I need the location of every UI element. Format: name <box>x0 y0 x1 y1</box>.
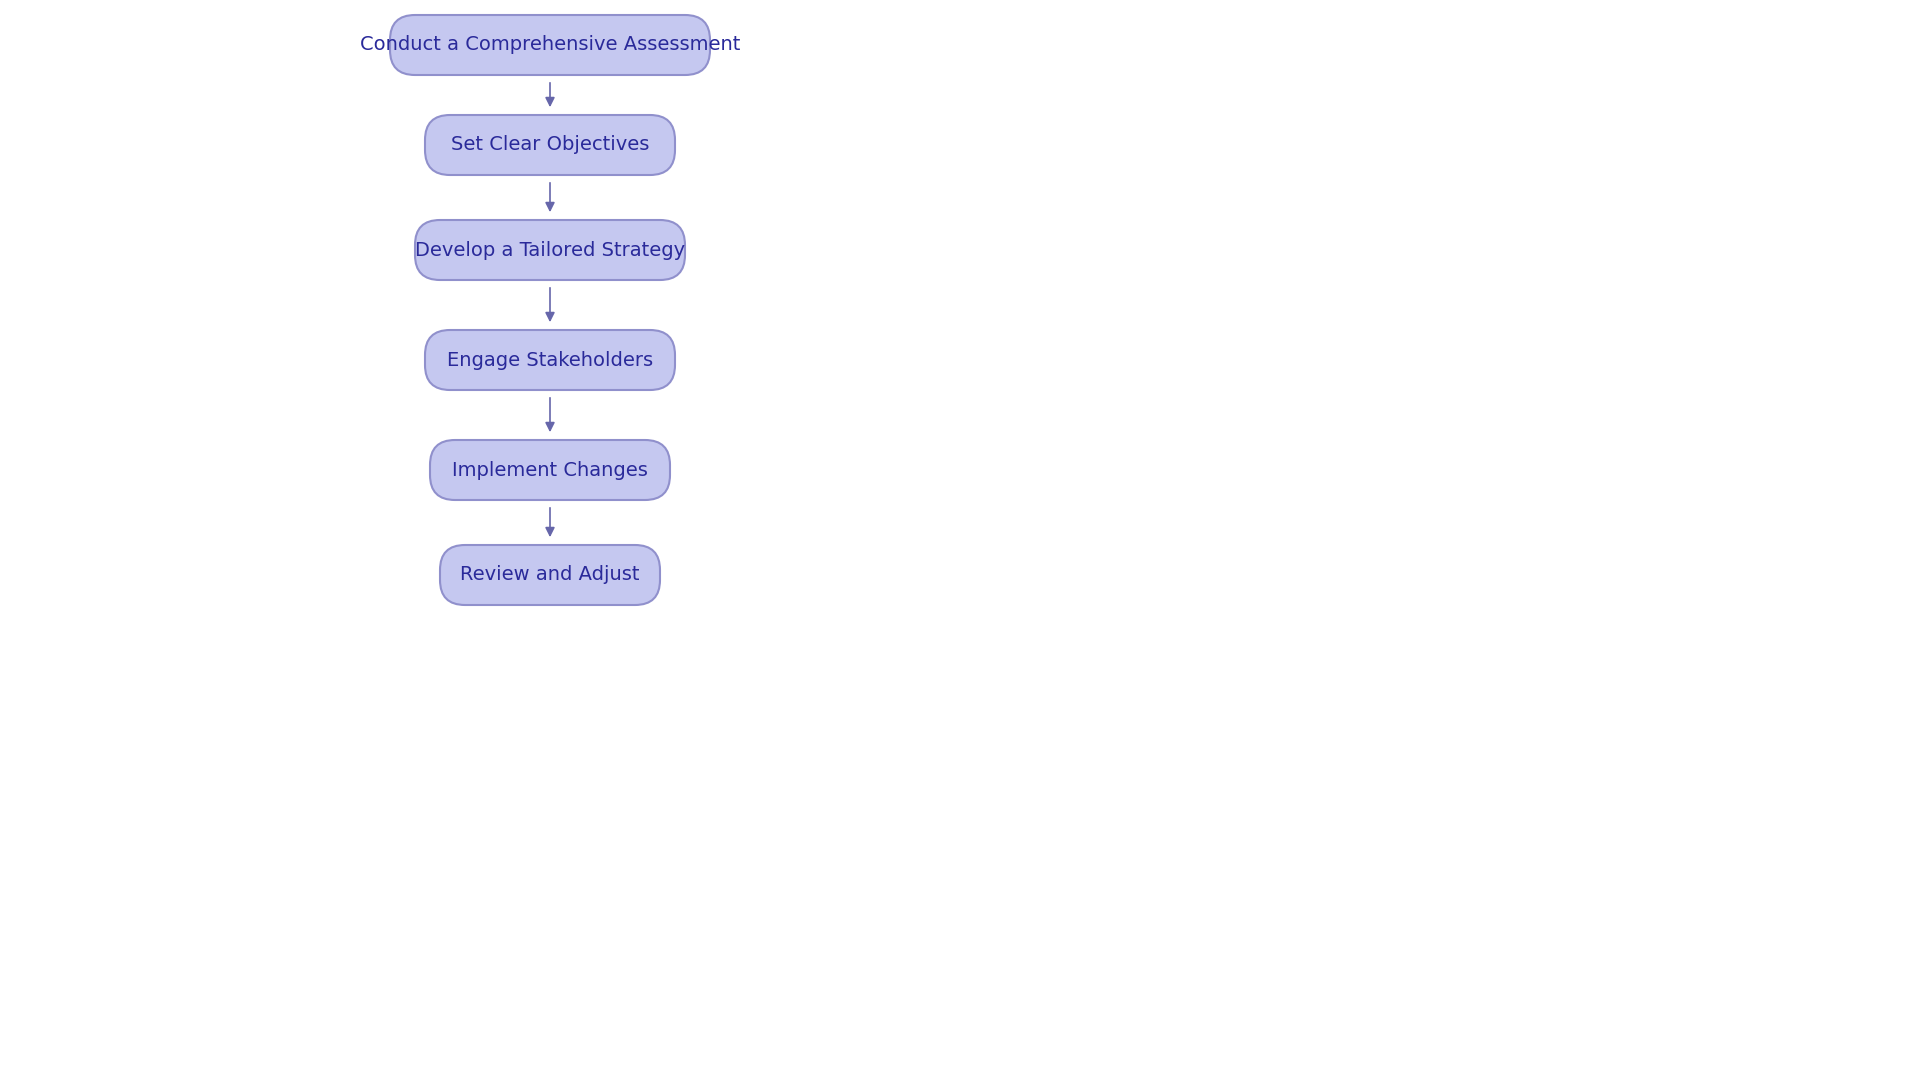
FancyBboxPatch shape <box>390 15 710 75</box>
Text: Engage Stakeholders: Engage Stakeholders <box>447 351 653 369</box>
FancyBboxPatch shape <box>430 440 670 500</box>
FancyBboxPatch shape <box>440 545 660 605</box>
FancyBboxPatch shape <box>424 330 676 390</box>
Text: Implement Changes: Implement Changes <box>451 460 647 480</box>
Text: Develop a Tailored Strategy: Develop a Tailored Strategy <box>415 240 685 260</box>
Text: Set Clear Objectives: Set Clear Objectives <box>451 135 649 155</box>
FancyBboxPatch shape <box>415 220 685 280</box>
Text: Conduct a Comprehensive Assessment: Conduct a Comprehensive Assessment <box>359 36 741 54</box>
FancyBboxPatch shape <box>424 115 676 175</box>
Text: Review and Adjust: Review and Adjust <box>461 565 639 585</box>
